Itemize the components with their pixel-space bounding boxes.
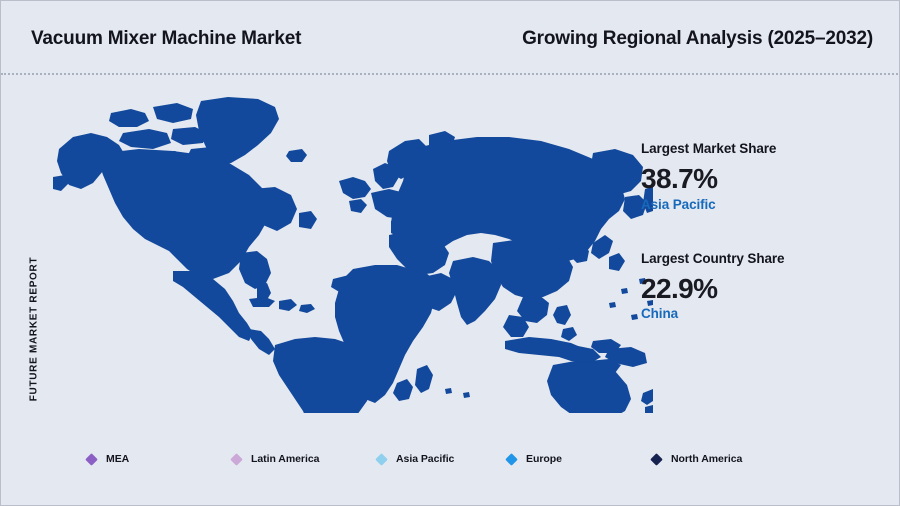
brand-vertical-label-text: FUTURE MARKET REPORT <box>28 256 40 402</box>
stat-label: Largest Market Share <box>641 141 777 156</box>
legend-item-label: Asia Pacific <box>396 453 455 465</box>
stat-largest-country-share: Largest Country Share 22.9% China <box>641 251 881 323</box>
legend-item-latin-america[interactable]: Latin America <box>230 449 320 469</box>
legend-item-label: Europe <box>526 453 562 465</box>
legend-item-europe[interactable]: Europe <box>505 449 562 469</box>
legend-item-label: North America <box>671 453 743 465</box>
legend-marker-icon <box>505 452 518 466</box>
stat-largest-market-share: Largest Market Share 38.7% Asia Pacific <box>641 141 881 213</box>
legend-marker-icon <box>230 452 243 466</box>
stat-subtitle: China <box>641 306 679 322</box>
stat-subtitle: Asia Pacific <box>641 196 716 212</box>
world-map-icon <box>53 97 653 413</box>
legend-item-north-america[interactable]: North America <box>650 449 743 469</box>
page-title: Vacuum Mixer Machine Market <box>31 28 302 49</box>
stat-value: 22.9% <box>641 272 718 304</box>
header-divider <box>1 73 899 75</box>
stats-panel: Largest Market Share 38.7% Asia Pacific … <box>641 141 881 323</box>
stat-label: Largest Country Share <box>641 250 785 266</box>
legend-item-mea[interactable]: MEA <box>85 449 130 469</box>
world-map <box>53 93 653 413</box>
legend-marker-icon <box>85 452 98 466</box>
legend-marker-icon <box>650 452 663 466</box>
legend-item-label: MEA <box>106 453 130 465</box>
legend-item-asia-pacific[interactable]: Asia Pacific <box>375 449 455 469</box>
legend: MEA Latin America Asia Pacific Europe No… <box>85 449 827 469</box>
header: Vacuum Mixer Machine Market Growing Regi… <box>1 1 899 75</box>
legend-marker-icon <box>375 452 388 466</box>
header-subtitle: Growing Regional Analysis (2025–2032) <box>522 28 873 49</box>
legend-item-label: Latin America <box>251 453 320 465</box>
brand-vertical-label: FUTURE MARKET REPORT <box>23 239 45 419</box>
stat-value: 38.7% <box>641 163 718 195</box>
